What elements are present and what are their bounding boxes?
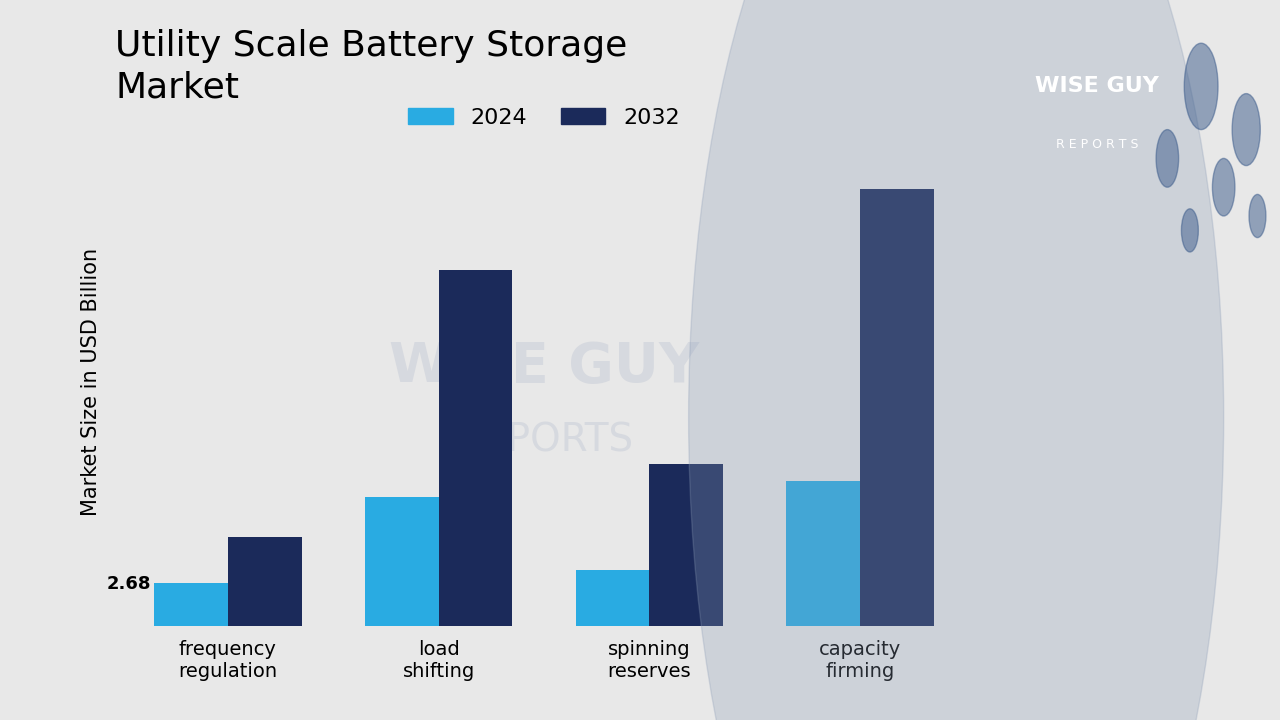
- Circle shape: [1212, 158, 1235, 216]
- Text: WISE GUY: WISE GUY: [389, 340, 699, 394]
- Text: WISE GUY: WISE GUY: [1036, 76, 1158, 96]
- Bar: [649, 464, 723, 626]
- Bar: [228, 537, 302, 626]
- Circle shape: [1184, 43, 1219, 130]
- Text: Utility Scale Battery Storage
Market: Utility Scale Battery Storage Market: [115, 29, 627, 105]
- Legend: 2024, 2032: 2024, 2032: [399, 99, 689, 137]
- Circle shape: [1249, 194, 1266, 238]
- Bar: [365, 497, 439, 626]
- Y-axis label: Market Size in USD Billion: Market Size in USD Billion: [82, 248, 101, 516]
- Text: REPORTS: REPORTS: [454, 421, 634, 459]
- Circle shape: [1233, 94, 1261, 166]
- Text: R E P O R T S: R E P O R T S: [1056, 138, 1138, 150]
- Bar: [576, 570, 649, 626]
- Circle shape: [1181, 209, 1198, 252]
- Circle shape: [1156, 130, 1179, 187]
- Bar: [786, 481, 860, 626]
- Bar: [860, 189, 934, 626]
- Text: 2.68: 2.68: [106, 575, 151, 593]
- Circle shape: [689, 0, 1224, 720]
- Bar: [439, 270, 512, 626]
- Bar: [154, 583, 228, 626]
